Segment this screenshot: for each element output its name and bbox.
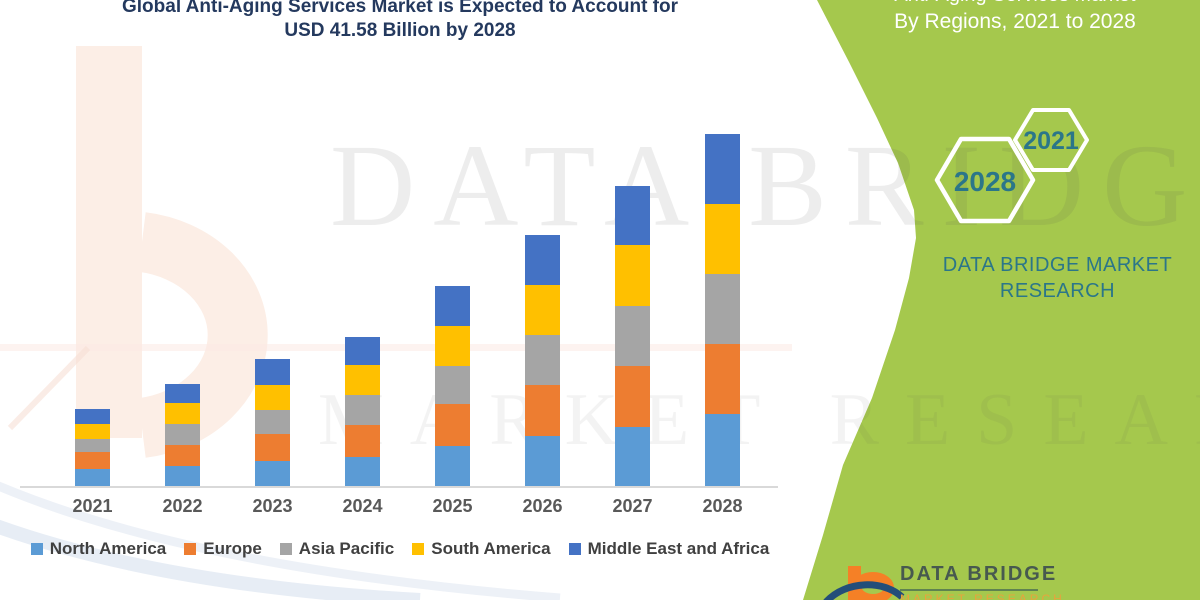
legend-swatch [412,543,425,555]
legend-swatch [30,543,43,555]
segment-south-america [525,285,560,335]
legend-label: Asia Pacific [298,539,395,558]
logo-name: DATA BRIDGE [900,563,1058,585]
swoosh-curve-light [0,481,561,600]
segment-asia-pacific [255,410,290,434]
brand-text: DATA BRIDGE MARKET RESEARCH [930,252,1185,304]
legend-label: Europe [203,539,262,558]
brand-line1: DATA BRIDGE MARKET [942,254,1173,276]
logo-subname: MARKET RESEARCH [900,592,1065,600]
segment-asia-pacific [615,306,650,366]
logo-underline [900,589,1038,591]
chart-title-line1: Global Anti-Aging Services Market is Exp… [121,0,679,17]
segment-south-america [615,245,650,306]
segment-europe [615,366,650,427]
stacked-bar-2026 [525,235,560,486]
segment-north-america [435,446,470,486]
legend-item-europe: Europe [184,539,262,559]
stacked-bar-2025 [435,286,470,486]
brand-line2: RESEARCH [999,280,1116,302]
segment-middle-east-and-africa [165,384,200,403]
x-tick-2028: 2028 [702,496,743,516]
segment-south-america [705,204,740,274]
stacked-bar-2027 [615,186,650,486]
segment-south-america [165,403,200,424]
segment-middle-east-and-africa [615,186,650,245]
segment-middle-east-and-africa [345,337,380,365]
swoosh-curve [0,519,421,600]
legend-swatch [279,543,292,555]
x-tick-2025: 2025 [432,496,473,516]
segment-asia-pacific [705,274,740,344]
legend-label: Middle East and Africa [587,539,770,558]
legend-item-asia-pacific: Asia Pacific [279,539,395,559]
stacked-bar-2021 [75,409,110,486]
segment-middle-east-and-africa [525,235,560,285]
segment-south-america [75,424,110,439]
x-axis-line [20,486,778,488]
segment-north-america [345,457,380,486]
chart-title-line2: USD 41.58 Billion by 2028 [284,20,516,41]
segment-north-america [165,466,200,486]
segment-asia-pacific [75,439,110,452]
segment-asia-pacific [525,335,560,385]
segment-europe [435,404,470,446]
segment-middle-east-and-africa [435,286,470,326]
segment-south-america [255,385,290,410]
panel-cropped-title: Anti-Aging Services Market [845,0,1185,7]
segment-north-america [705,414,740,486]
segment-middle-east-and-africa [75,409,110,424]
segment-asia-pacific [435,366,470,404]
plot-area [20,0,778,486]
legend-label: North America [49,539,167,558]
watermark-b-stem [76,46,142,438]
segment-europe [75,452,110,469]
legend-item-south-america: South America [412,539,551,559]
segment-europe [705,344,740,414]
segment-south-america [345,365,380,395]
legend-label: South America [431,539,551,558]
panel-subtitle: By Regions, 2021 to 2028 [894,10,1136,33]
chart-title: Global Anti-Aging Services Market is Exp… [0,0,800,43]
watermark-band [0,344,792,351]
x-tick-2026: 2026 [522,496,563,516]
x-tick-2023: 2023 [252,496,293,516]
stacked-bar-2023 [255,359,290,486]
segment-north-america [255,461,290,486]
legend-item-north-america: North America [30,539,167,559]
stacked-bar-2022 [165,384,200,486]
x-tick-2024: 2024 [342,496,383,516]
segment-europe [165,445,200,466]
segment-south-america [435,326,470,366]
x-tick-2022: 2022 [162,496,203,516]
segment-asia-pacific [165,424,200,445]
legend-swatch [184,543,197,555]
stacked-bar-2024 [345,337,380,486]
segment-north-america [615,427,650,486]
segment-north-america [75,469,110,486]
watermark-diagonal [7,345,91,431]
segment-middle-east-and-africa [255,359,290,385]
x-tick-2021: 2021 [72,496,113,516]
segment-europe [255,434,290,461]
segment-europe [525,385,560,436]
x-axis-labels: 2021 2022 2023 2024 2025 2026 2027 2028 [20,496,778,520]
segment-middle-east-and-africa [705,134,740,204]
stacked-bar-2028 [705,134,740,486]
segment-asia-pacific [345,395,380,425]
legend-item-middle-east-and-africa: Middle East and Africa [568,539,770,559]
segment-europe [345,425,380,457]
x-tick-2027: 2027 [612,496,653,516]
chart-legend: North America Europe Asia Pacific South Ame… [10,539,790,559]
segment-north-america [525,436,560,486]
company-logo: DATA BRIDGE MARKET RESEARCH [900,563,1065,600]
legend-swatch [568,543,581,555]
